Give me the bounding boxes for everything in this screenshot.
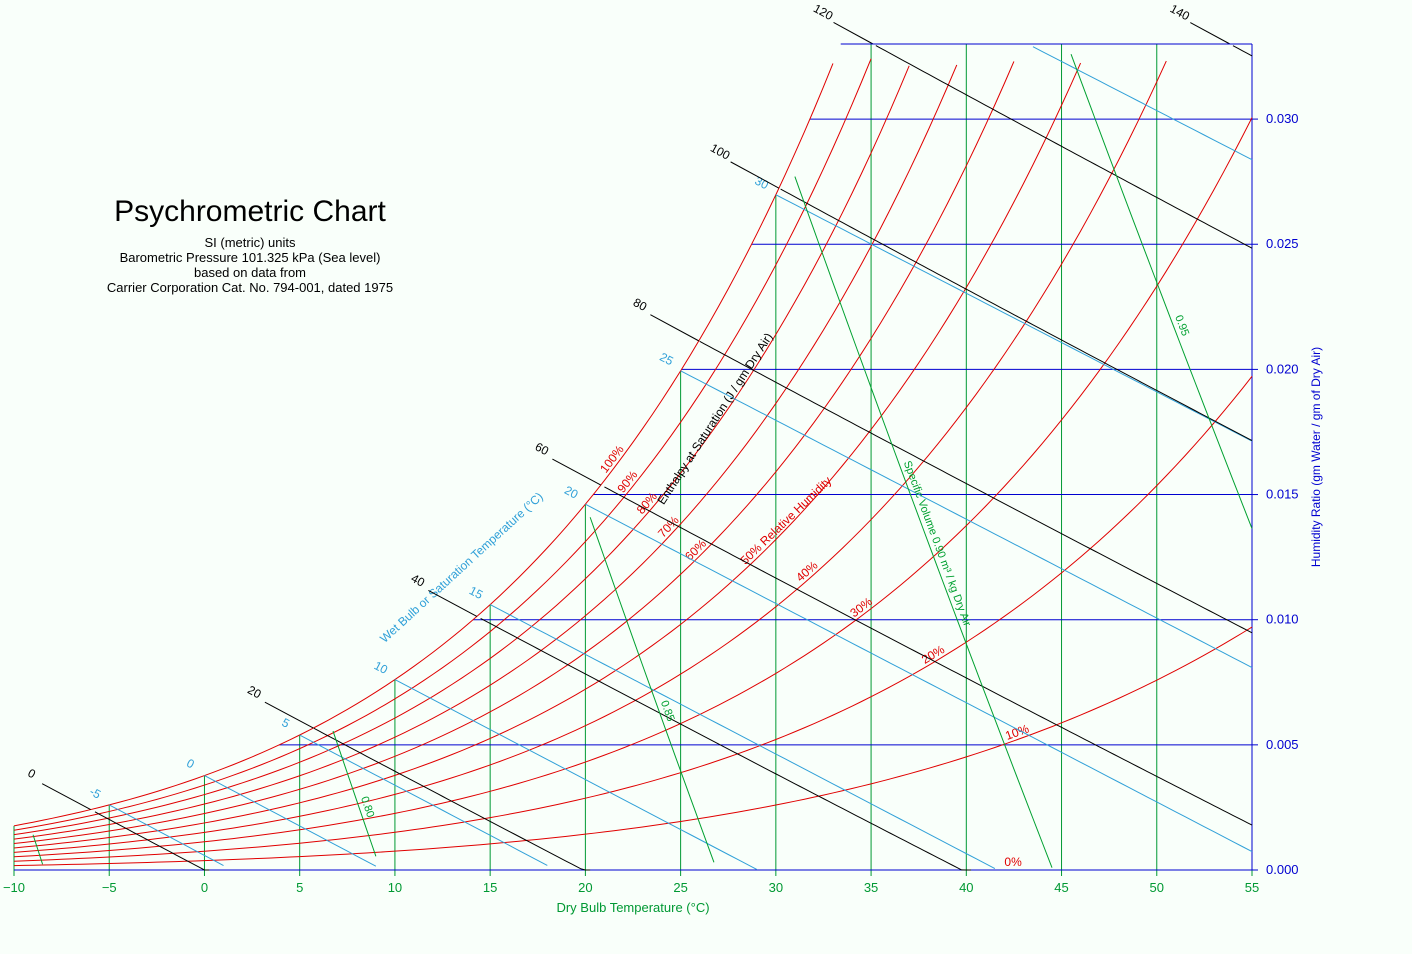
svg-text:0: 0: [25, 766, 38, 782]
chart-subtitle-4: Carrier Corporation Cat. No. 794-001, da…: [90, 280, 410, 295]
svg-text:0.025: 0.025: [1266, 236, 1299, 251]
svg-text:55: 55: [1245, 880, 1259, 895]
svg-text:-5: -5: [87, 784, 103, 802]
svg-text:10: 10: [372, 658, 391, 677]
svg-text:100%: 100%: [597, 442, 627, 475]
title-block: Psychrometric Chart SI (metric) units Ba…: [90, 195, 410, 295]
chart-subtitle-1: SI (metric) units: [90, 235, 410, 250]
chart-subtitle-3: based on data from: [90, 265, 410, 280]
svg-text:0.005: 0.005: [1266, 737, 1299, 752]
svg-text:−10: −10: [3, 880, 25, 895]
svg-text:80: 80: [631, 295, 650, 314]
svg-text:0.010: 0.010: [1266, 612, 1299, 627]
svg-text:20: 20: [245, 683, 264, 702]
svg-text:50: 50: [1150, 880, 1164, 895]
svg-text:100: 100: [708, 141, 733, 163]
svg-text:0.030: 0.030: [1266, 111, 1299, 126]
svg-text:45: 45: [1054, 880, 1068, 895]
svg-text:Humidity Ratio (gm Water / gm: Humidity Ratio (gm Water / gm of Dry Air…: [1309, 347, 1323, 567]
chart-svg: −10−50510152025303540455055Dry Bulb Temp…: [0, 0, 1412, 954]
svg-text:25: 25: [657, 350, 676, 369]
psychrometric-chart: { "title": { "main": "Psychrometric Char…: [0, 0, 1412, 954]
svg-text:30: 30: [769, 880, 783, 895]
svg-text:0: 0: [201, 880, 208, 895]
svg-text:40: 40: [409, 571, 428, 590]
svg-text:60: 60: [533, 440, 552, 459]
svg-text:25: 25: [673, 880, 687, 895]
svg-text:20: 20: [578, 880, 592, 895]
svg-text:0.85: 0.85: [658, 699, 677, 723]
svg-text:0.015: 0.015: [1266, 487, 1299, 502]
chart-title: Psychrometric Chart: [90, 195, 410, 229]
svg-text:20: 20: [562, 483, 581, 502]
svg-text:0.95: 0.95: [1172, 314, 1191, 338]
svg-text:40: 40: [959, 880, 973, 895]
svg-text:140: 140: [1168, 2, 1193, 24]
svg-text:5: 5: [279, 715, 292, 731]
chart-subtitle-2: Barometric Pressure 101.325 kPa (Sea lev…: [90, 250, 410, 265]
svg-text:30: 30: [753, 174, 772, 193]
svg-text:35: 35: [864, 880, 878, 895]
svg-text:0.020: 0.020: [1266, 361, 1299, 376]
svg-text:15: 15: [467, 583, 486, 602]
svg-text:15: 15: [483, 880, 497, 895]
svg-text:0: 0: [184, 756, 197, 772]
svg-text:0.000: 0.000: [1266, 862, 1299, 877]
svg-text:0%: 0%: [1004, 855, 1022, 869]
svg-text:10: 10: [388, 880, 402, 895]
svg-text:Wet Bulb or Saturation Tempera: Wet Bulb or Saturation Temperature (°C): [377, 489, 546, 645]
svg-text:5: 5: [296, 880, 303, 895]
svg-text:−5: −5: [102, 880, 117, 895]
svg-text:120: 120: [811, 1, 836, 23]
svg-text:40%: 40%: [793, 558, 821, 585]
svg-text:Dry Bulb Temperature (°C): Dry Bulb Temperature (°C): [556, 900, 709, 915]
svg-text:0.80: 0.80: [358, 795, 376, 819]
svg-text:50% Relative Humidity: 50% Relative Humidity: [738, 474, 835, 568]
svg-text:Specific Volume 0.90 m³ / kg D: Specific Volume 0.90 m³ / kg Dry Air: [901, 459, 973, 628]
